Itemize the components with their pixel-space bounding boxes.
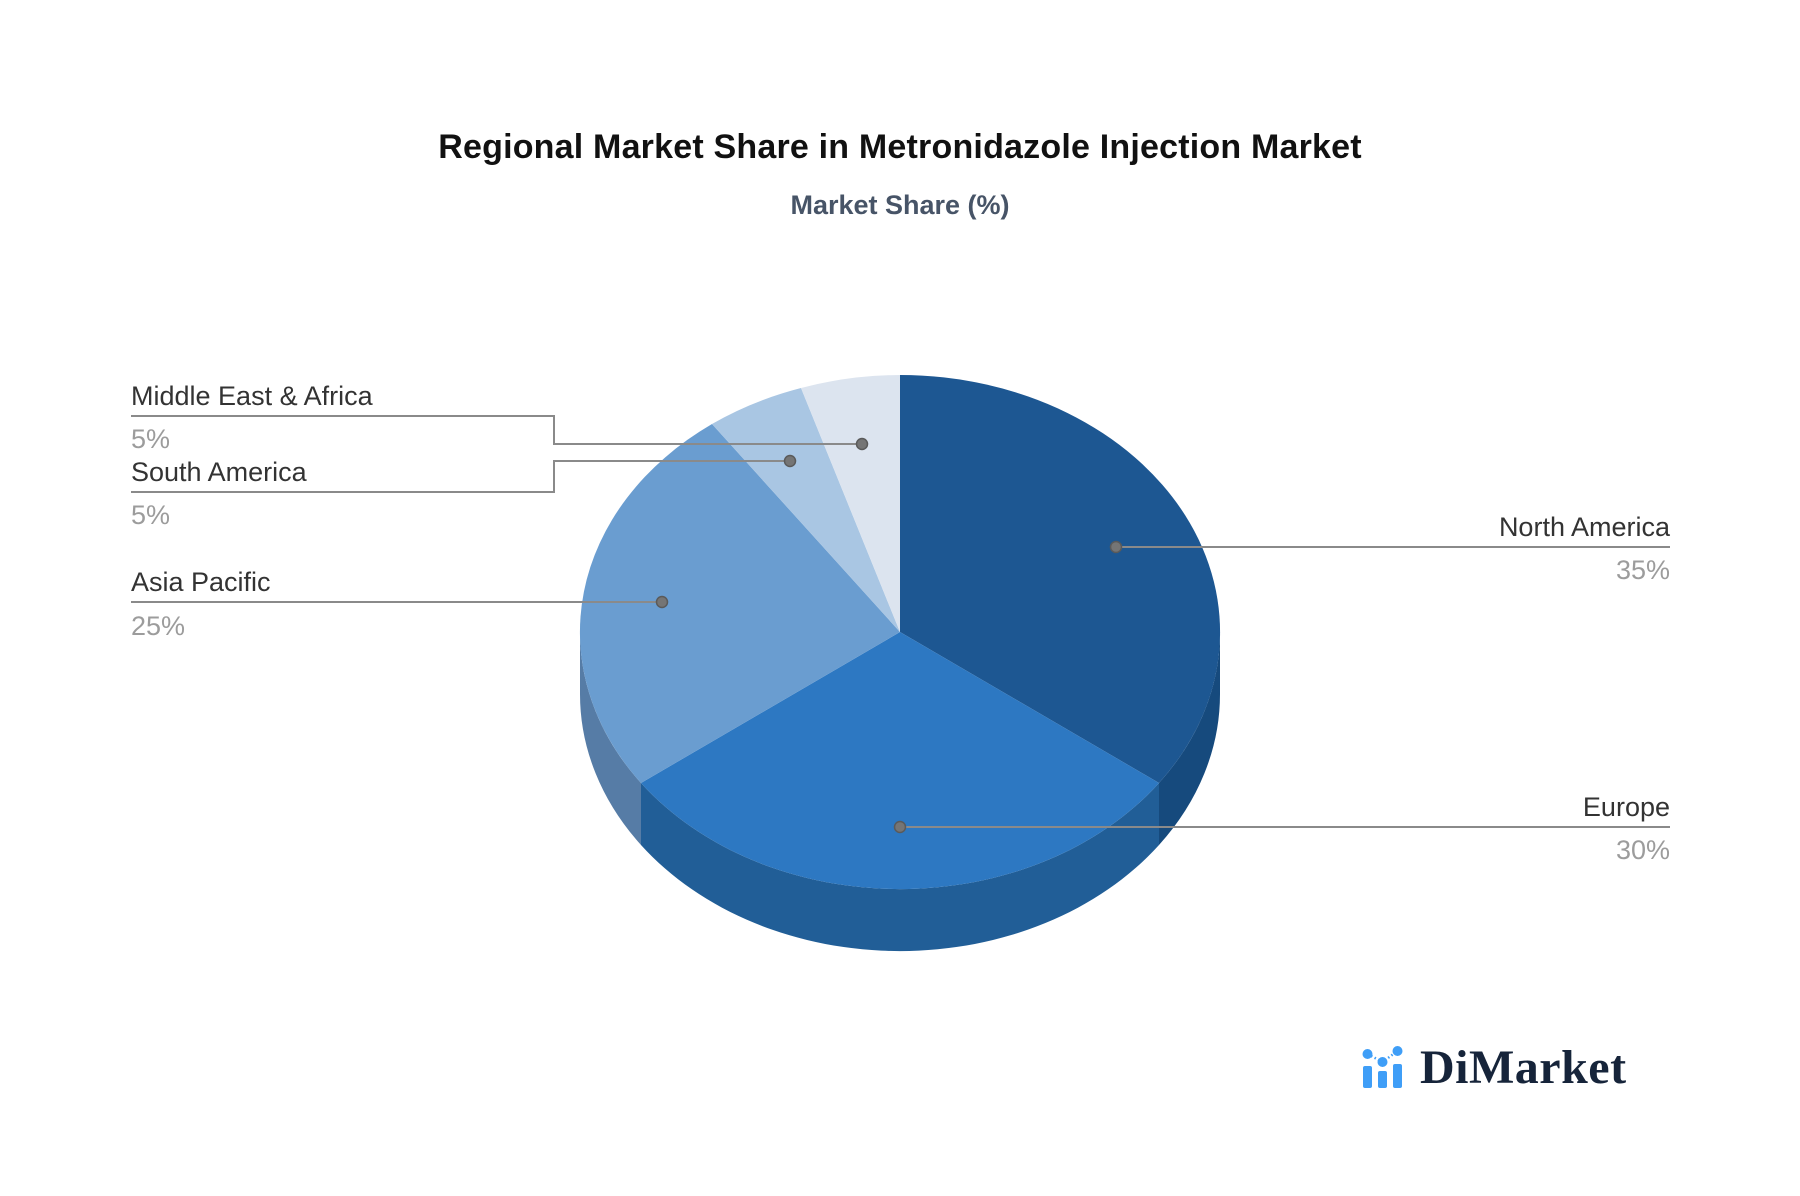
pie-slice-south-america[interactable] <box>712 388 900 632</box>
pie-label-text: North America <box>1498 512 1670 542</box>
pie-label-text: Asia Pacific <box>131 567 271 597</box>
leader-dot-south-america <box>783 454 797 468</box>
pie-label-south-america: South America <box>131 456 307 488</box>
leader-line-south-america <box>131 460 790 493</box>
pie-value-text: 5% <box>131 424 171 454</box>
pie-value-text: 5% <box>131 500 171 530</box>
pie-label-middle-east-africa: Middle East & Africa <box>131 380 373 412</box>
pie-value-asia-pacific: 25% <box>131 610 185 642</box>
pie-side-europe <box>641 783 1159 952</box>
pie-label-north-america: North America <box>1499 511 1670 543</box>
pie-value-europe: 30% <box>1616 834 1670 866</box>
pie-value-north-america: 35% <box>1616 554 1670 586</box>
pie-label-europe: Europe <box>1583 791 1670 823</box>
pie-label-asia-pacific: Asia Pacific <box>131 566 271 598</box>
leader-line-middle-east-africa <box>131 415 862 445</box>
leader-dot-asia-pacific <box>655 595 669 609</box>
leader-dot-europe <box>893 820 907 834</box>
pie-slice-asia-pacific[interactable] <box>579 424 900 783</box>
leader-dot-north-america <box>1109 540 1123 554</box>
dimarket-logo-text: DiMarket <box>1420 1041 1627 1094</box>
pie-value-text: 25% <box>131 611 186 641</box>
pie-value-middle-east-africa: 5% <box>131 423 170 455</box>
dimarket-logo: DiMarket <box>1360 1040 1627 1095</box>
dimarket-logo-icon <box>1362 1045 1403 1088</box>
pie-label-text: Middle East & Africa <box>131 381 373 411</box>
leader-dot-middle-east-africa <box>855 437 869 451</box>
pie-slice-middle-east-africa[interactable] <box>801 375 900 632</box>
chart-subtitle: Market Share (%) <box>790 190 1010 220</box>
pie-side-north-america <box>1159 632 1220 845</box>
pie-slice-europe[interactable] <box>641 632 1159 890</box>
chart-title: Regional Market Share in Metronidazole I… <box>438 128 1362 166</box>
pie-value-south-america: 5% <box>131 499 170 531</box>
pie-slice-north-america[interactable] <box>900 375 1221 783</box>
pie-value-text: 30% <box>1615 835 1670 865</box>
pie-label-text: South America <box>131 457 307 487</box>
pie-value-text: 35% <box>1615 555 1670 585</box>
pie-label-text: Europe <box>1582 792 1670 822</box>
pie-side-asia-pacific <box>580 632 641 845</box>
